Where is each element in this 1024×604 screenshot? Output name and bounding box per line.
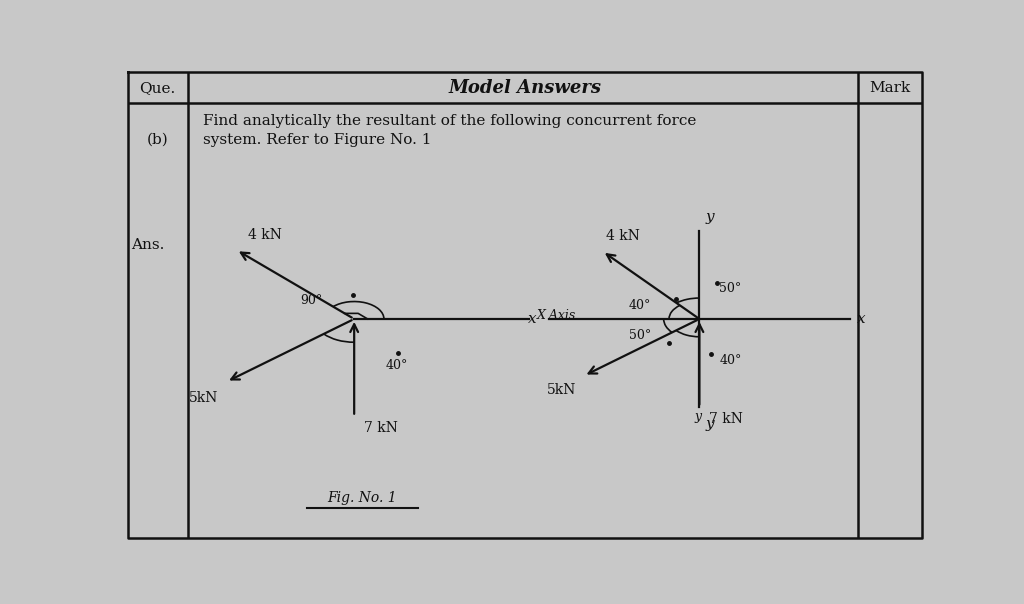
Text: 40°: 40° <box>719 355 741 367</box>
Text: Que.: Que. <box>139 81 175 95</box>
Text: 4 kN: 4 kN <box>248 228 282 242</box>
Text: system. Refer to Figure No. 1: system. Refer to Figure No. 1 <box>204 133 432 147</box>
Text: (b): (b) <box>146 133 168 147</box>
Text: y: y <box>706 210 715 223</box>
Text: 50°: 50° <box>629 329 651 342</box>
Text: 5kN: 5kN <box>189 391 218 405</box>
Text: y: y <box>706 417 715 431</box>
Text: 90°: 90° <box>300 294 323 307</box>
Text: 7 kN: 7 kN <box>364 422 397 435</box>
Text: 40°: 40° <box>629 300 651 312</box>
Text: X Axis: X Axis <box>537 309 575 322</box>
Text: x: x <box>856 312 865 326</box>
Text: Fig. No. 1: Fig. No. 1 <box>328 491 397 505</box>
Text: Ans.: Ans. <box>131 237 165 251</box>
Text: 50°: 50° <box>719 282 741 295</box>
Text: 4 kN: 4 kN <box>606 229 640 243</box>
Text: Model Answers: Model Answers <box>449 79 601 97</box>
Text: Mark: Mark <box>869 81 910 95</box>
Text: y: y <box>694 410 701 423</box>
Text: x: x <box>528 312 537 326</box>
Text: 7 kN: 7 kN <box>709 412 742 426</box>
Text: 5kN: 5kN <box>547 383 575 397</box>
Text: Find analytically the resultant of the following concurrent force: Find analytically the resultant of the f… <box>204 114 696 128</box>
Text: 40°: 40° <box>386 359 409 371</box>
